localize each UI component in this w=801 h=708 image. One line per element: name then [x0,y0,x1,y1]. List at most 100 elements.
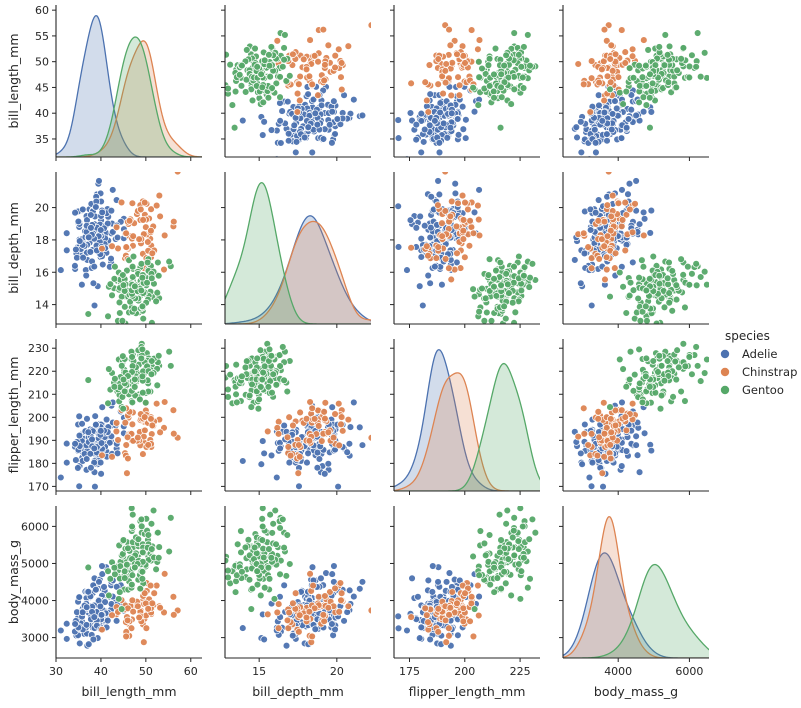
y-tick-label: 3000 [21,632,49,645]
scatter-point-Adelie [647,446,656,455]
scatter-point-Chinstrap [314,91,322,99]
scatter-point-Chinstrap [438,232,446,240]
scatter-point-Adelie [78,280,86,289]
scatter-point-Gentoo [233,398,241,407]
scatter-point-Gentoo [692,260,700,268]
scatter-point-Gentoo [260,583,269,592]
scatter-point-Chinstrap [606,441,614,449]
scatter-point-Gentoo [490,93,498,102]
legend-label-Chinstrap[interactable]: Chinstrap [742,365,797,379]
scatter-point-Adelie [90,613,98,621]
scatter-point-Gentoo [144,531,153,539]
scatter-point-Gentoo [502,314,510,323]
scatter-point-Gentoo [646,123,654,132]
scatter-point-Adelie [75,237,84,245]
scatter-point-Adelie [260,449,268,458]
scatter-point-Gentoo [515,51,523,59]
scatter-point-Gentoo [526,61,534,70]
scatter-point-Gentoo [642,101,651,109]
scatter-point-Chinstrap [335,441,343,450]
scatter-point-Adelie [84,428,93,436]
scatter-point-Gentoo [259,553,268,562]
scatter-point-Gentoo [664,78,673,86]
scatter-point-Adelie [292,148,300,157]
legend-label-Gentoo[interactable]: Gentoo [742,383,784,397]
pair-panel-bill_depth_mm-vs-flipper_length_mm [390,172,540,328]
scatter-point-Adelie [107,254,115,263]
scatter-point-Gentoo [515,560,523,568]
scatter-point-Chinstrap [337,589,346,597]
scatter-point-Gentoo [267,554,276,562]
legend-swatch-Chinstrap[interactable] [720,367,730,377]
scatter-point-Adelie [308,563,317,571]
scatter-point-Adelie [328,107,336,116]
scatter-point-Chinstrap [108,611,116,619]
scatter-point-Chinstrap [574,60,582,68]
scatter-point-Chinstrap [628,228,637,237]
scatter-point-Gentoo [243,357,251,365]
x-tick-label: 15 [252,665,266,678]
scatter-point-Chinstrap [459,226,468,235]
scatter-point-Gentoo [128,580,136,589]
scatter-point-Adelie [419,138,428,146]
scatter-point-Chinstrap [273,37,282,45]
scatter-point-Chinstrap [142,624,151,632]
scatter-point-Chinstrap [445,611,453,619]
scatter-point-Gentoo [276,570,284,579]
scatter-point-Chinstrap [607,212,616,221]
scatter-point-Gentoo [225,393,232,401]
scatter-point-Gentoo [497,584,505,593]
scatter-point-Chinstrap [140,198,149,207]
scatter-point-Chinstrap [621,413,629,421]
scatter-point-Adelie [426,121,434,130]
scatter-point-Gentoo [616,88,624,97]
scatter-point-Adelie [572,123,581,131]
legend-swatch-Adelie[interactable] [720,349,730,359]
legend-label-Adelie[interactable]: Adelie [742,347,778,361]
scatter-point-Adelie [431,262,439,271]
scatter-point-Chinstrap [123,616,132,625]
scatter-point-Gentoo [639,93,648,101]
scatter-point-Gentoo [504,280,512,289]
scatter-point-Gentoo [128,510,137,519]
scatter-point-Gentoo [496,123,505,132]
scatter-point-Gentoo [619,365,627,373]
scatter-point-Gentoo [677,55,685,63]
scatter-point-Adelie [285,458,294,467]
scatter-point-Adelie [333,115,342,123]
scatter-point-Gentoo [685,62,694,71]
scatter-point-Gentoo [490,282,498,291]
scatter-point-Chinstrap [434,605,443,613]
scatter-point-Gentoo [247,403,256,411]
scatter-point-Gentoo [485,255,494,263]
scatter-point-Adelie [632,441,640,449]
scatter-point-Chinstrap [598,469,607,477]
scatter-point-Gentoo [480,317,489,324]
scatter-point-Adelie [577,449,585,458]
scatter-point-Adelie [259,437,267,445]
scatter-point-Chinstrap [308,80,316,89]
scatter-point-Gentoo [625,64,634,72]
scatter-point-Chinstrap [461,589,469,597]
scatter-point-Chinstrap [156,212,164,221]
legend-swatch-Gentoo[interactable] [720,385,730,395]
x-tick-label: 225 [510,665,531,678]
scatter-point-Chinstrap [264,427,272,436]
scatter-point-Gentoo [167,514,175,522]
pair-panel-body_mass_g-vs-bill_length_mm: 3000 4000 5000 6000 30 40 50 60 body_mass_g bill_… [6,506,202,699]
scatter-point-Adelie [330,97,338,105]
scatter-point-Gentoo [165,257,173,266]
scatter-point-Chinstrap [424,251,432,260]
scatter-point-Adelie [63,458,71,467]
scatter-point-Adelie [277,139,285,147]
scatter-point-Adelie [267,126,276,134]
scatter-point-Adelie [284,97,292,106]
scatter-point-Gentoo [661,31,670,39]
scatter-point-Chinstrap [611,249,620,258]
scatter-point-Chinstrap [331,410,339,418]
pair-panel-bill_depth_mm-vs-bill_length_mm: 14 16 18 20 bill_depth_mm [6,172,202,328]
scatter-point-Gentoo [510,551,519,560]
scatter-point-Chinstrap [445,624,453,632]
scatter-point-Adelie [90,444,98,453]
scatter-point-Adelie [443,134,452,142]
